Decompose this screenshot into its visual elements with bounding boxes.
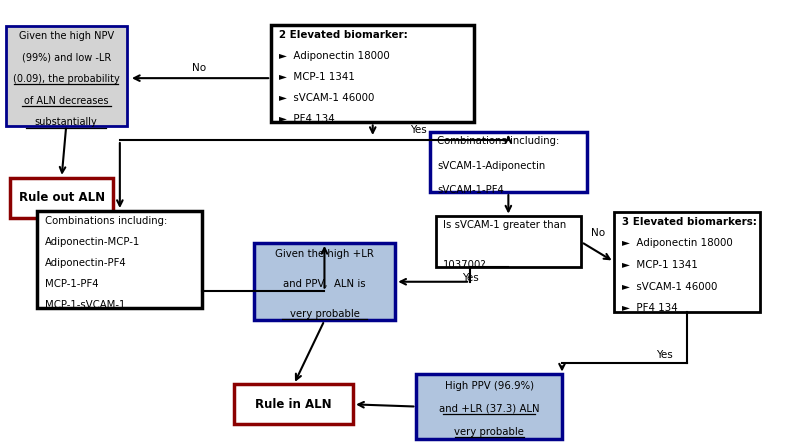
Text: (0.09), the probability: (0.09), the probability bbox=[13, 74, 120, 84]
Text: ►  PF4 134: ► PF4 134 bbox=[622, 303, 678, 313]
Text: Yes: Yes bbox=[656, 349, 672, 360]
Text: Rule in ALN: Rule in ALN bbox=[255, 398, 332, 411]
Text: 2 Elevated biomarker:: 2 Elevated biomarker: bbox=[279, 30, 407, 40]
Text: substantially: substantially bbox=[35, 117, 98, 127]
Text: and PPV,  ALN is: and PPV, ALN is bbox=[283, 279, 366, 289]
FancyBboxPatch shape bbox=[436, 217, 582, 267]
Text: Combinations including:: Combinations including: bbox=[437, 136, 559, 146]
Text: 103700?: 103700? bbox=[443, 260, 487, 270]
Text: 3 Elevated biomarkers:: 3 Elevated biomarkers: bbox=[622, 217, 756, 227]
Text: Adiponectin-PF4: Adiponectin-PF4 bbox=[45, 258, 127, 268]
FancyBboxPatch shape bbox=[416, 374, 562, 439]
Text: Yes: Yes bbox=[462, 274, 478, 283]
Text: ►  sVCAM-1 46000: ► sVCAM-1 46000 bbox=[622, 281, 717, 292]
Text: No: No bbox=[192, 63, 206, 73]
Text: MCP-1-PF4: MCP-1-PF4 bbox=[45, 279, 98, 289]
Text: very probable: very probable bbox=[454, 427, 524, 437]
Text: and +LR (37.3) ALN: and +LR (37.3) ALN bbox=[439, 404, 540, 414]
Text: High PPV (96.9%): High PPV (96.9%) bbox=[444, 381, 533, 391]
FancyBboxPatch shape bbox=[271, 25, 474, 123]
FancyBboxPatch shape bbox=[10, 178, 113, 218]
FancyBboxPatch shape bbox=[234, 385, 353, 424]
Text: ►  PF4 134: ► PF4 134 bbox=[279, 114, 335, 124]
Text: Adiponectin-MCP-1: Adiponectin-MCP-1 bbox=[45, 237, 140, 247]
Text: ►  Adiponectin 18000: ► Adiponectin 18000 bbox=[279, 51, 389, 61]
Text: ►  Adiponectin 18000: ► Adiponectin 18000 bbox=[622, 238, 733, 248]
Text: Yes: Yes bbox=[411, 125, 427, 135]
Text: of ALN decreases: of ALN decreases bbox=[24, 95, 109, 106]
Text: ►  MCP-1 1341: ► MCP-1 1341 bbox=[279, 72, 355, 82]
FancyBboxPatch shape bbox=[429, 132, 587, 192]
FancyBboxPatch shape bbox=[254, 243, 396, 321]
FancyBboxPatch shape bbox=[6, 26, 127, 126]
Text: No: No bbox=[590, 228, 604, 238]
Text: Is sVCAM-1 greater than: Is sVCAM-1 greater than bbox=[443, 220, 567, 230]
FancyBboxPatch shape bbox=[614, 212, 760, 312]
FancyBboxPatch shape bbox=[38, 211, 203, 308]
Text: Rule out ALN: Rule out ALN bbox=[19, 191, 105, 204]
Text: MCP-1-sVCAM-1: MCP-1-sVCAM-1 bbox=[45, 300, 125, 310]
Text: (99%) and low -LR: (99%) and low -LR bbox=[21, 52, 111, 63]
Text: Combinations including:: Combinations including: bbox=[45, 216, 167, 226]
Text: very probable: very probable bbox=[289, 309, 359, 319]
Text: ►  MCP-1 1341: ► MCP-1 1341 bbox=[622, 260, 697, 270]
Text: ►  sVCAM-1 46000: ► sVCAM-1 46000 bbox=[279, 93, 374, 103]
Text: sVCAM-1-Adiponectin: sVCAM-1-Adiponectin bbox=[437, 161, 546, 170]
Text: Given the high NPV: Given the high NPV bbox=[19, 31, 113, 41]
Text: sVCAM-1-PF4: sVCAM-1-PF4 bbox=[437, 185, 504, 195]
Text: Given the high +LR: Given the high +LR bbox=[275, 249, 374, 259]
